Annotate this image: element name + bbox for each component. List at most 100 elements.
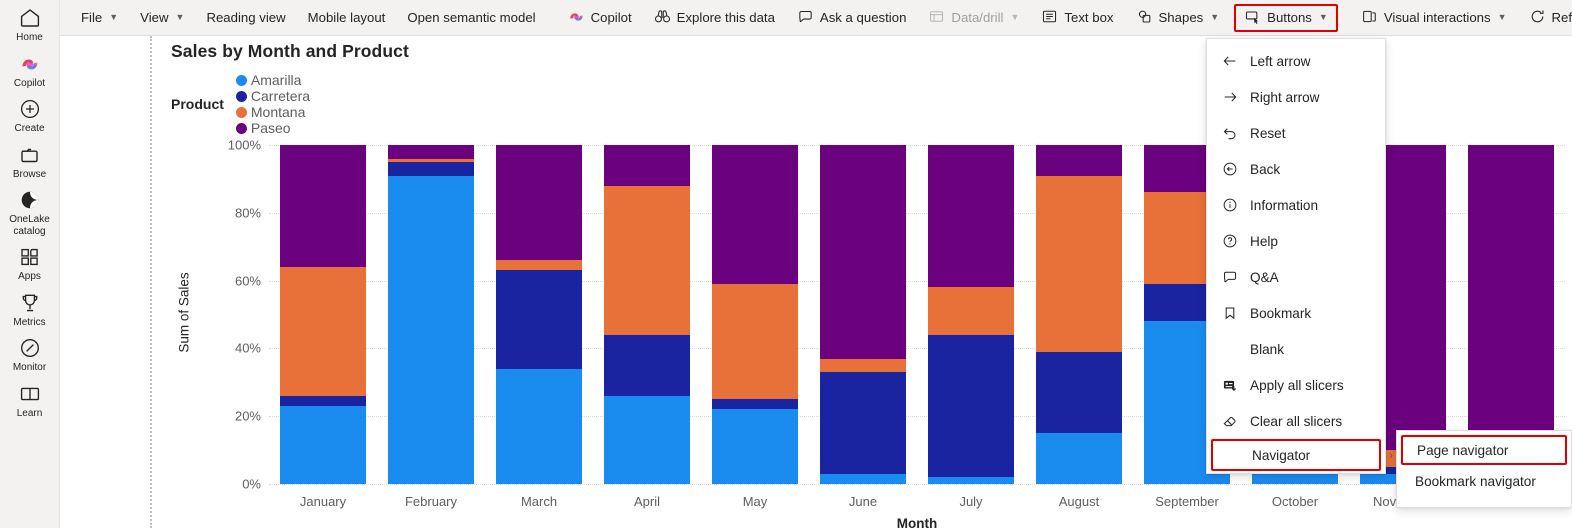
bar-segment[interactable] (603, 395, 691, 484)
bar-segment[interactable] (927, 477, 1015, 484)
bar-segment[interactable] (711, 399, 799, 410)
bar-segment[interactable] (927, 145, 1015, 288)
button-visual-interactions[interactable]: Visual interactions ▼ (1354, 5, 1514, 31)
sidebar-item-label: Home (16, 32, 43, 43)
navigator-submenu: Page navigator Bookmark navigator (1396, 430, 1572, 508)
legend-swatch-icon (235, 74, 247, 86)
visual-title: Sales by Month and Product (171, 41, 409, 61)
menu-item-label: Bookmark (1250, 305, 1312, 321)
bar-segment[interactable] (927, 334, 1015, 478)
bar-column[interactable] (387, 145, 475, 484)
menu-item-apply-all-slicers[interactable]: Apply all slicers (1207, 367, 1385, 403)
button-buttons-menu[interactable]: Buttons ▼ (1234, 3, 1338, 32)
bar-segment[interactable] (927, 287, 1015, 335)
bar-segment[interactable] (603, 185, 691, 335)
bar-segment[interactable] (279, 267, 367, 396)
legend-item[interactable]: Carretera (235, 88, 310, 104)
menu-item-reset[interactable]: Reset (1207, 115, 1385, 151)
bar-segment[interactable] (387, 158, 475, 162)
report-toolbar: File ▼ View ▼ Reading view Mobile layout… (60, 0, 1572, 36)
sidebar-item-onelake-catalog[interactable]: OneLake catalog (0, 188, 60, 237)
bar-segment[interactable] (819, 372, 907, 474)
bar-segment[interactable] (279, 395, 367, 407)
button-ask-a-question[interactable]: Ask a question (790, 5, 914, 31)
button-text-box[interactable]: Text box (1034, 5, 1120, 31)
sidebar-item-apps[interactable]: Apps (0, 245, 60, 283)
menu-item-bookmark[interactable]: Bookmark (1207, 295, 1385, 331)
data-drill-icon (928, 8, 945, 28)
button-explore-this-data[interactable]: Explore this data (647, 5, 782, 31)
button-reading-view-label: Reading view (206, 10, 286, 25)
menu-item-clear-all-slicers[interactable]: Clear all slicers (1207, 403, 1385, 439)
menu-item-right-arrow[interactable]: Right arrow (1207, 79, 1385, 115)
help-circle-icon (1221, 233, 1238, 250)
bar-column[interactable] (927, 145, 1015, 484)
bar-column[interactable] (603, 145, 691, 484)
menu-item-help[interactable]: Help (1207, 223, 1385, 259)
button-refresh[interactable]: Refresh (1522, 5, 1572, 31)
bar-segment[interactable] (387, 175, 475, 484)
bar-segment[interactable] (819, 358, 907, 373)
button-open-semantic-model[interactable]: Open semantic model (400, 5, 542, 31)
button-copilot[interactable]: Copilot (561, 5, 639, 31)
plus-circle-icon (18, 97, 42, 121)
bar-column[interactable] (1035, 145, 1123, 484)
bar-segment[interactable] (495, 145, 583, 261)
bar-column[interactable] (495, 145, 583, 484)
submenu-item-page-navigator[interactable]: Page navigator (1401, 435, 1567, 465)
bar-segment[interactable] (603, 334, 691, 396)
bar-segment[interactable] (495, 270, 583, 369)
sidebar-item-home[interactable]: Home (0, 6, 60, 44)
menu-item-information[interactable]: Information (1207, 187, 1385, 223)
bar-segment[interactable] (711, 284, 799, 400)
bar-segment[interactable] (495, 260, 583, 271)
bar-segment[interactable] (603, 145, 691, 186)
buttons-dropdown-menu: Left arrow Right arrow Reset Back Informatio… (1206, 38, 1393, 474)
bar-segment[interactable] (1035, 433, 1123, 484)
bar-segment[interactable] (279, 406, 367, 484)
legend-item[interactable]: Paseo (235, 120, 310, 136)
sidebar-item-browse[interactable]: Browse (0, 143, 60, 181)
bar-column[interactable] (279, 145, 367, 484)
shapes-icon (1136, 8, 1153, 28)
sidebar-item-monitor[interactable]: Monitor (0, 336, 60, 374)
bar-segment[interactable] (279, 145, 367, 268)
bar-column[interactable] (711, 145, 799, 484)
bar-segment[interactable] (819, 473, 907, 484)
back-circle-icon (1221, 161, 1238, 178)
y-axis-tick-label: 40% (234, 340, 261, 356)
bar-column[interactable] (1467, 145, 1555, 484)
bar-segment[interactable] (387, 161, 475, 176)
bar-segment[interactable] (819, 145, 907, 359)
bar-segment[interactable] (1467, 145, 1555, 474)
sidebar-item-learn[interactable]: Learn (0, 382, 60, 420)
menu-item-q-a[interactable]: Q&A (1207, 259, 1385, 295)
button-reading-view[interactable]: Reading view (199, 5, 292, 31)
sidebar-item-copilot[interactable]: Copilot (0, 52, 60, 90)
bar-segment[interactable] (1035, 145, 1123, 176)
submenu-item-bookmark-navigator[interactable]: Bookmark navigator (1397, 465, 1571, 497)
menu-item-blank[interactable]: Blank (1207, 331, 1385, 367)
button-data-drill: Data/drill ▼ (921, 5, 1026, 31)
menu-view[interactable]: View ▼ (133, 5, 191, 31)
menu-file[interactable]: File ▼ (74, 5, 125, 31)
chevron-down-icon: ▼ (1210, 11, 1220, 22)
menu-item-back[interactable]: Back (1207, 151, 1385, 187)
sidebar-item-create[interactable]: Create (0, 97, 60, 135)
sidebar-item-metrics[interactable]: Metrics (0, 291, 60, 329)
bar-segment[interactable] (495, 368, 583, 484)
bar-segment[interactable] (387, 145, 475, 159)
legend-item[interactable]: Montana (235, 104, 310, 120)
menu-item-navigator[interactable]: Navigator › (1211, 439, 1393, 471)
legend-item[interactable]: Amarilla (235, 72, 310, 88)
bar-segment[interactable] (1035, 351, 1123, 434)
button-copilot-label: Copilot (590, 10, 632, 25)
bar-segment[interactable] (711, 145, 799, 284)
bar-segment[interactable] (711, 409, 799, 484)
menu-item-left-arrow[interactable]: Left arrow (1207, 43, 1385, 79)
bar-column[interactable] (819, 145, 907, 484)
button-shapes[interactable]: Shapes ▼ (1129, 5, 1227, 31)
bar-segment[interactable] (1035, 175, 1123, 352)
copilot-icon (568, 8, 585, 28)
button-mobile-layout[interactable]: Mobile layout (301, 5, 393, 31)
